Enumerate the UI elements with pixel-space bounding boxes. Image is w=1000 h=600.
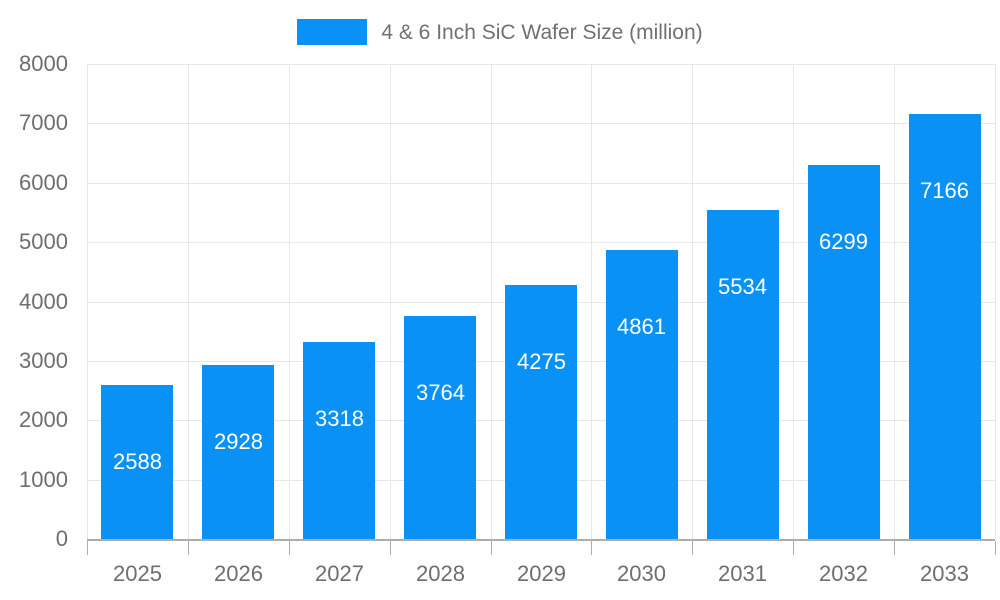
y-axis-tick-label: 2000 — [19, 407, 68, 433]
x-axis-tick-label: 2032 — [819, 561, 868, 586]
bar-value-label: 3318 — [315, 406, 364, 431]
bar[interactable] — [202, 365, 274, 539]
y-axis-tick-label: 5000 — [19, 229, 68, 255]
x-axis-tick-mark — [188, 541, 189, 555]
gridline-horizontal — [87, 242, 995, 244]
bar-value-label: 6299 — [819, 229, 868, 254]
gridline-vertical — [793, 64, 794, 539]
gridline-horizontal — [87, 182, 995, 184]
bar[interactable] — [707, 210, 779, 539]
gridline-vertical — [894, 64, 895, 539]
gridline-vertical — [491, 64, 492, 539]
x-axis-tick-label: 2028 — [416, 561, 465, 586]
y-axis-tick-label: 7000 — [19, 110, 68, 136]
bar[interactable] — [505, 285, 577, 539]
gridline-vertical — [591, 64, 592, 539]
x-axis-tick-label: 2033 — [920, 561, 969, 586]
x-axis-tick-mark — [491, 541, 492, 555]
bar-value-label: 5534 — [718, 274, 767, 299]
x-axis-tick-mark — [793, 541, 794, 555]
gridline-vertical — [692, 64, 693, 539]
bar[interactable] — [404, 316, 476, 539]
gridline-vertical — [390, 64, 391, 539]
x-axis-tick-label: 2025 — [113, 561, 162, 586]
y-axis-tick-label: 1000 — [19, 466, 68, 492]
x-axis-tick-label: 2029 — [517, 561, 566, 586]
bar-value-label: 3764 — [416, 380, 465, 405]
legend-item-label: 4 & 6 Inch SiC Wafer Size (million) — [381, 20, 703, 44]
x-axis-tick-mark — [87, 541, 88, 555]
x-axis-tick-label: 2031 — [718, 561, 767, 586]
bar-value-label: 2588 — [113, 449, 162, 474]
y-axis-tick-label: 3000 — [19, 347, 68, 373]
y-axis-tick-label: 0 — [55, 526, 68, 551]
gridline-vertical — [289, 64, 290, 539]
y-axis-tick-label: 4000 — [19, 288, 68, 314]
x-axis-tick-mark — [591, 541, 592, 555]
bar-value-label: 2928 — [214, 429, 263, 454]
x-axis-tick-label: 2030 — [617, 561, 666, 586]
x-axis-tick-label: 2027 — [315, 561, 364, 586]
bar[interactable] — [101, 385, 173, 539]
bar-value-label: 4861 — [617, 314, 666, 339]
chart-legend: 4 & 6 Inch SiC Wafer Size (million) — [0, 10, 1000, 54]
x-axis-tick-mark — [289, 541, 290, 555]
gridline-vertical — [995, 64, 996, 539]
gridline-vertical — [188, 64, 189, 539]
y-axis-tick-label: 6000 — [19, 169, 68, 195]
bar-value-label: 7166 — [920, 178, 969, 203]
y-axis-tick-label: 8000 — [19, 51, 68, 76]
bar[interactable] — [606, 250, 678, 539]
bar[interactable] — [909, 114, 981, 539]
x-axis-tick-label: 2026 — [214, 561, 263, 586]
bar-value-label: 4275 — [517, 349, 566, 374]
x-axis-tick-mark — [692, 541, 693, 555]
x-axis-tick-mark — [390, 541, 391, 555]
x-axis-line — [87, 539, 995, 541]
bar[interactable] — [303, 342, 375, 539]
gridline-vertical — [87, 64, 88, 539]
legend-item-sic-wafer[interactable]: 4 & 6 Inch SiC Wafer Size (million) — [297, 19, 703, 45]
x-axis-tick-mark — [894, 541, 895, 555]
legend-color-swatch-icon — [297, 19, 368, 45]
bar[interactable] — [808, 165, 880, 539]
gridline-horizontal — [87, 64, 995, 65]
gridline-horizontal — [87, 123, 995, 125]
x-axis-tick-mark — [995, 541, 996, 555]
